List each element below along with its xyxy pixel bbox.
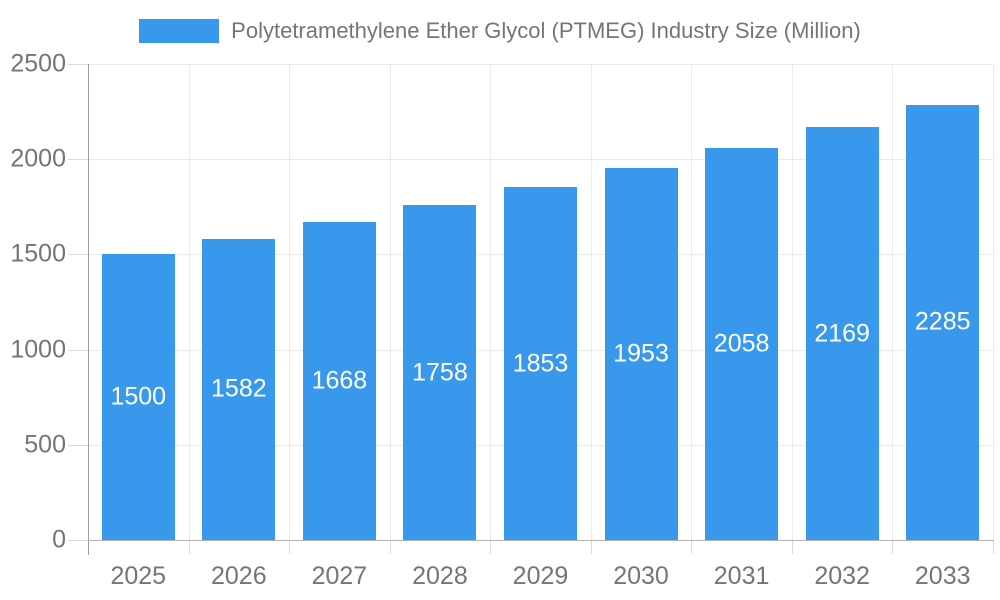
v-gridline bbox=[993, 64, 994, 540]
y-axis-line bbox=[88, 64, 89, 555]
bar-value-label: 1668 bbox=[311, 366, 368, 395]
bar-value-label: 2285 bbox=[914, 307, 971, 336]
bar-value-label: 2058 bbox=[713, 329, 770, 358]
bar[interactable]: 1853 bbox=[504, 187, 577, 540]
x-axis-label: 2027 bbox=[311, 562, 368, 590]
bar-value-label: 1582 bbox=[211, 374, 267, 403]
v-gridline bbox=[691, 64, 693, 540]
bar-value-label: 1953 bbox=[613, 339, 669, 368]
v-gridline bbox=[791, 64, 793, 540]
y-axis-tick bbox=[68, 159, 88, 161]
bar[interactable]: 2058 bbox=[705, 148, 779, 540]
x-axis-tick bbox=[389, 541, 391, 554]
x-axis-tick bbox=[993, 541, 994, 554]
x-axis-line bbox=[88, 540, 994, 541]
y-axis-tick bbox=[68, 349, 88, 351]
v-gridline bbox=[389, 64, 391, 540]
v-gridline bbox=[188, 64, 190, 540]
bar[interactable]: 1758 bbox=[403, 205, 477, 540]
y-axis-tick bbox=[68, 254, 88, 256]
x-axis-tick bbox=[289, 541, 291, 554]
bar[interactable]: 1500 bbox=[101, 254, 175, 540]
x-axis-label: 2028 bbox=[412, 562, 468, 590]
y-axis-label: 2500 bbox=[10, 49, 66, 78]
v-gridline bbox=[892, 64, 894, 540]
v-gridline bbox=[289, 64, 291, 540]
bar[interactable]: 2169 bbox=[805, 127, 879, 540]
x-axis-label: 2032 bbox=[814, 562, 870, 590]
legend[interactable]: Polytetramethylene Ether Glycol (PTMEG) … bbox=[0, 16, 1000, 46]
y-axis-tick bbox=[68, 540, 88, 541]
x-axis-tick bbox=[691, 541, 693, 554]
v-gridline bbox=[490, 64, 492, 540]
h-gridline bbox=[88, 64, 993, 65]
bar-value-label: 1758 bbox=[412, 358, 468, 387]
x-axis-tick bbox=[791, 541, 793, 554]
x-axis-label: 2031 bbox=[713, 562, 770, 590]
x-axis-tick bbox=[590, 541, 592, 554]
x-axis-label: 2025 bbox=[110, 562, 167, 590]
bar-value-label: 1853 bbox=[512, 349, 569, 378]
v-gridline bbox=[590, 64, 592, 540]
bar[interactable]: 1668 bbox=[302, 222, 376, 540]
bar-value-label: 2169 bbox=[814, 319, 870, 348]
x-axis-label: 2030 bbox=[613, 562, 669, 590]
y-axis-label: 0 bbox=[52, 525, 66, 554]
bar[interactable]: 1953 bbox=[604, 168, 678, 540]
x-axis-tick bbox=[892, 541, 894, 554]
x-axis-tick bbox=[490, 541, 492, 554]
x-axis-label: 2026 bbox=[211, 562, 267, 590]
x-axis-label: 2033 bbox=[914, 562, 971, 590]
bar[interactable]: 1582 bbox=[202, 238, 276, 540]
y-axis-tick bbox=[68, 64, 88, 65]
legend-label: Polytetramethylene Ether Glycol (PTMEG) … bbox=[231, 18, 861, 43]
y-axis-label: 1500 bbox=[10, 239, 66, 268]
x-axis-tick bbox=[188, 541, 190, 554]
x-axis-label: 2029 bbox=[512, 562, 569, 590]
bar[interactable]: 2285 bbox=[906, 104, 980, 540]
h-gridline bbox=[88, 159, 993, 161]
y-axis-label: 1000 bbox=[10, 335, 66, 364]
plot-area: 1500 2025 1582 2026 1668 2027 1758 2028 1853 2029… bbox=[88, 64, 994, 590]
y-axis-label: 500 bbox=[24, 430, 66, 459]
y-axis-label: 2000 bbox=[10, 144, 66, 173]
y-axis-tick bbox=[68, 444, 88, 446]
bar-value-label: 1500 bbox=[110, 382, 167, 411]
legend-swatch-icon bbox=[139, 19, 220, 43]
